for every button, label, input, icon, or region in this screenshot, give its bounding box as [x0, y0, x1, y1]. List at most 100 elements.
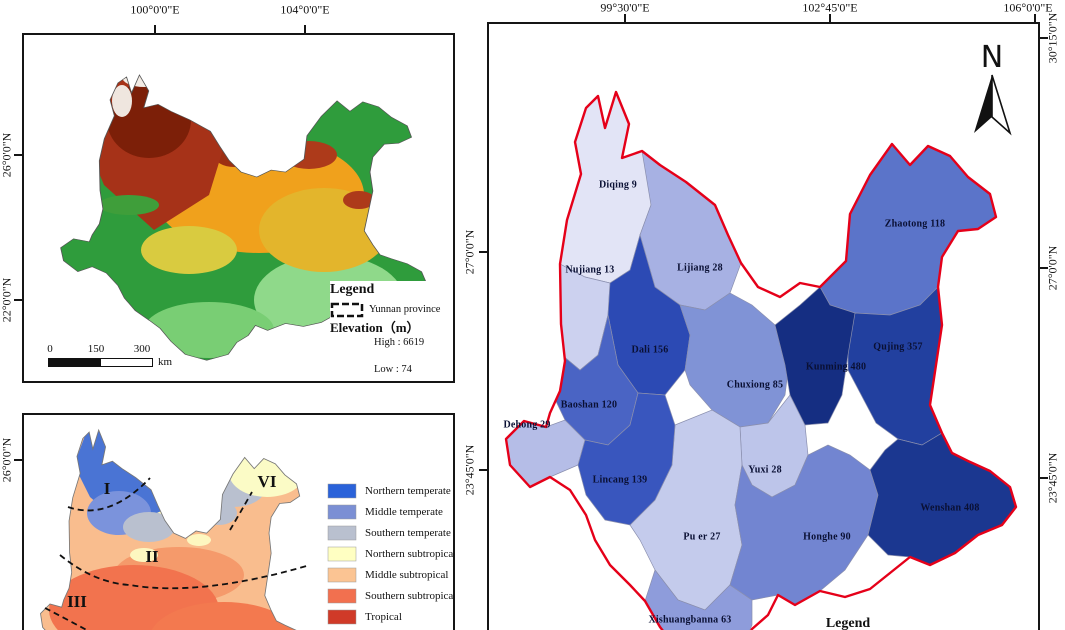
prefecture-name: Chuxiong: [726, 379, 771, 391]
legend-item: Southern subtropical: [327, 585, 455, 606]
svg-text:N: N: [981, 40, 1003, 75]
axis-tick: [479, 251, 487, 253]
prefecture-name: Yuxi: [748, 464, 769, 476]
prefecture-label: Honghe 90: [803, 532, 851, 543]
scalebar: 0 150 300 km: [36, 343, 186, 368]
climate-map: [40, 429, 311, 630]
legend-item: Northern subtropical: [327, 543, 453, 564]
prefecture-label: Pu er 27: [683, 532, 720, 543]
region-kunming: [774, 286, 856, 426]
axis-label-lat: 27°0'0"N: [462, 229, 477, 275]
axis-tick: [829, 14, 831, 22]
swatch-icon: [327, 546, 357, 561]
axis-tick: [1040, 477, 1048, 479]
prefecture-name: Dehong: [503, 419, 538, 431]
prefecture-label: Baoshan 120: [561, 400, 617, 411]
prefecture-label: Dali 156: [632, 345, 669, 356]
prefecture-value: 118: [930, 218, 946, 230]
swatch-icon: [327, 483, 357, 498]
province-legend-label: Yunnan province: [369, 303, 441, 315]
prefecture-value: 28: [712, 262, 723, 274]
choropleth-map: N: [504, 40, 1018, 630]
scalebar-bar: [48, 358, 153, 367]
legend-label: Southern subtropical: [365, 589, 455, 602]
axis-tick: [1040, 37, 1048, 39]
prefecture-value: 28: [771, 464, 782, 476]
prefecture-regions: [506, 92, 1016, 630]
prefecture-label: Nujiang 13: [566, 265, 615, 276]
prefecture-label: Diqing 9: [599, 180, 637, 191]
region-chuxiong: [679, 292, 791, 428]
legend-title: Legend: [330, 282, 375, 297]
axis-tick: [154, 25, 156, 33]
prefecture-label: Qujing 357: [873, 342, 923, 353]
prefecture-label: Lincang 139: [593, 475, 648, 486]
legend-item: Middle temperate: [327, 501, 453, 522]
prefecture-value: 29: [540, 419, 551, 431]
axis-label-lat: 26°0'0"N: [0, 437, 14, 483]
prefecture-value: 27: [710, 531, 721, 543]
legend-item: Southern temperate: [327, 522, 453, 543]
prefecture-name: Diqing: [598, 179, 630, 191]
region-lincang: [577, 392, 676, 526]
legend-label: Northern temperate: [365, 484, 451, 497]
prefecture-name: Honghe: [803, 531, 838, 543]
prefecture-label: Xishuangbanna 63: [649, 615, 732, 626]
elevation-high-label: High : 6619: [374, 336, 425, 348]
axis-label-lon: 106°0'0"E: [1003, 0, 1053, 15]
prefecture-value: 85: [772, 379, 784, 391]
prefecture-value: 357: [907, 341, 923, 353]
north-arrow-icon: N: [974, 40, 1012, 136]
axis-label-lat: 26°0'0"N: [0, 132, 14, 178]
swatch-icon: [327, 567, 357, 582]
prefecture-name: Pu er: [683, 531, 708, 543]
prefecture-name: Kunming: [805, 361, 848, 373]
prefecture-label: Yuxi 28: [748, 465, 782, 476]
elevation-map: [60, 74, 427, 361]
axis-label-lat: 22°0'0"N: [0, 277, 14, 323]
swatch-icon: [327, 504, 357, 519]
axis-label-lat: 23°45'0"N: [462, 444, 477, 496]
zone-label-II: II: [145, 547, 159, 566]
legend-label: Southern temperate: [365, 526, 451, 539]
swatch-icon: [327, 609, 357, 624]
choropleth-map-panel: N Diqing 9 Nujiang 13 Lijiang 28 Zhaoton…: [487, 22, 1040, 630]
axis-tick: [14, 459, 22, 461]
prefecture-label: Chuxiong 85: [727, 380, 783, 391]
prefecture-name: Qujing: [873, 341, 905, 353]
elevation-legend: Legend Yunnan province Elevation（m） High…: [330, 281, 453, 376]
prefecture-value: 480: [850, 361, 867, 373]
zone-boundaries: [44, 477, 311, 630]
axis-tick: [14, 154, 22, 156]
legend-label: Tropical: [365, 610, 402, 623]
axis-label-lon: 100°0'0"E: [130, 2, 180, 17]
scalebar-tick-label: 300: [133, 343, 151, 355]
climate-map-panel: I II III VI Northern temperate Middle te…: [22, 413, 455, 630]
axis-tick: [1034, 14, 1036, 22]
prefecture-name: Lijiang: [677, 262, 710, 274]
zone-label-III: III: [67, 592, 87, 611]
legend-label: Middle subtropical: [365, 568, 449, 581]
elevation-map-panel: Legend Yunnan province Elevation（m） High…: [22, 33, 455, 383]
legend-label: Middle temperate: [365, 505, 443, 518]
prefecture-name: Dali: [631, 344, 651, 356]
axis-label-lon: 99°30'0"E: [600, 0, 650, 15]
legend-item: Northern temperate: [327, 480, 453, 501]
prefecture-name: Xishuangbanna: [648, 614, 719, 626]
climate-legend: Northern temperate Middle temperate Sout…: [327, 480, 455, 627]
prefecture-name: Nujiang: [565, 264, 602, 276]
region-honghe: [729, 444, 879, 606]
region-wenshan: [867, 432, 1016, 566]
elevation-low-label: Low : 74: [374, 363, 412, 375]
zone-label-VI: VI: [257, 472, 277, 491]
prefecture-name: Zhaotong: [884, 218, 928, 230]
axis-tick: [14, 299, 22, 301]
axis-label-lon: 104°0'0"E: [280, 2, 330, 17]
prefecture-label: Zhaotong 118: [885, 219, 946, 230]
prefecture-value: 9: [631, 179, 638, 191]
scalebar-tick-label: 150: [87, 343, 105, 355]
axis-tick: [624, 14, 626, 22]
legend-item: Middle subtropical: [327, 564, 453, 585]
axis-tick: [1040, 267, 1048, 269]
